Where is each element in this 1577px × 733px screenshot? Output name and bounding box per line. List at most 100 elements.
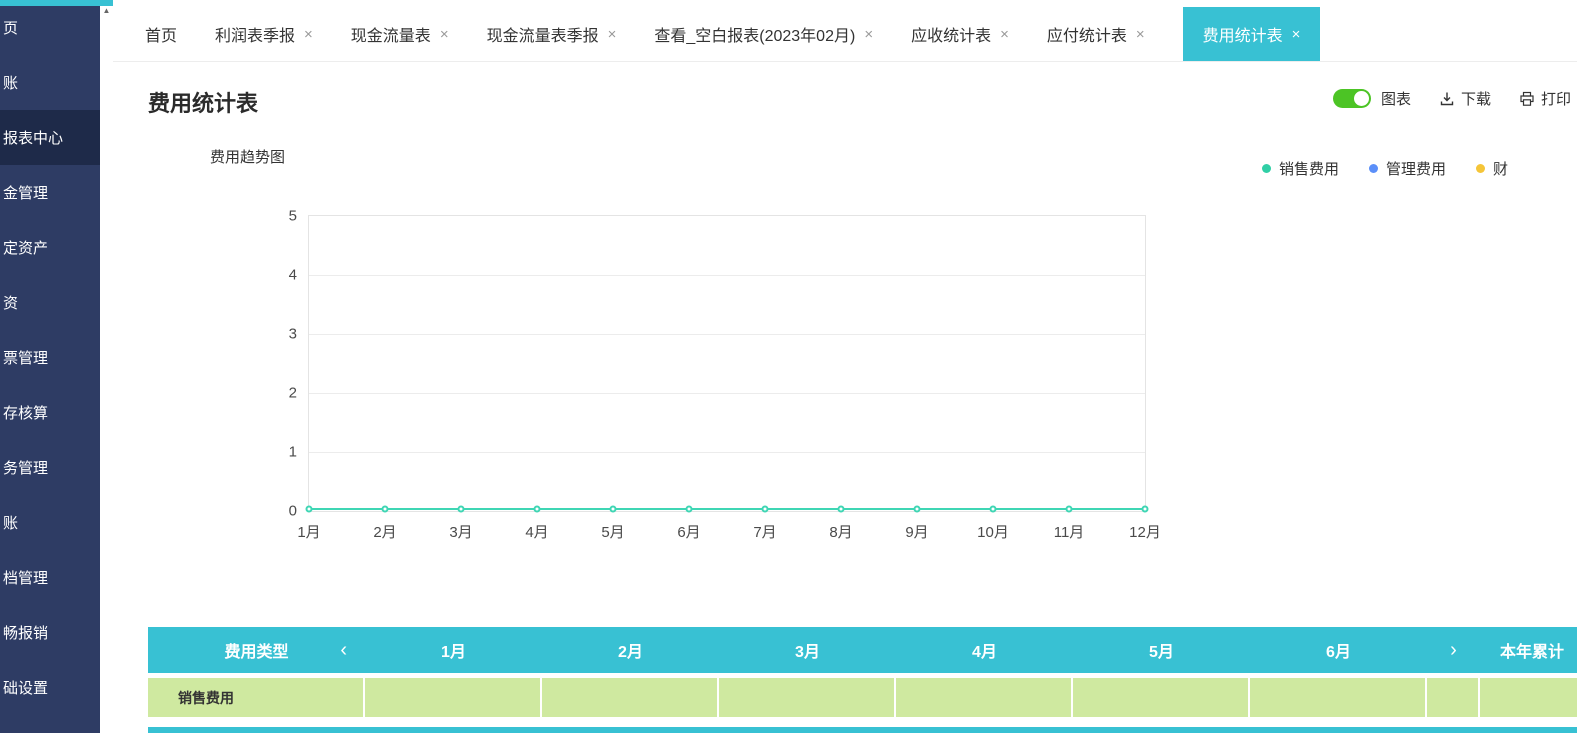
data-point-marker: [305, 505, 313, 513]
close-icon[interactable]: ×: [1291, 25, 1301, 43]
table-cell: [542, 678, 719, 717]
prev-columns-button[interactable]: ‹: [340, 639, 347, 661]
gridline: [309, 334, 1145, 335]
next-columns-button[interactable]: ›: [1450, 639, 1457, 661]
y-axis-label: 4: [288, 266, 297, 284]
legend-dot: [1476, 164, 1486, 173]
plot-area: 5 4 3 2 1 0 1月 2月 3月 4月 5月 6月 7月 8月 9月 10月 11月 12月: [289, 208, 1161, 542]
close-icon[interactable]: ×: [304, 25, 313, 43]
sidebar-item[interactable]: 存核算: [3, 405, 49, 422]
table-cell: [896, 678, 1073, 717]
next-row-peek: [148, 727, 1577, 733]
tab-receivable-stats[interactable]: 应收统计表 ×: [911, 25, 1009, 46]
sidebar-item[interactable]: 账: [3, 515, 19, 532]
gridline: [309, 452, 1145, 453]
data-point-marker: [457, 505, 465, 513]
chart-title: 费用趋势图: [210, 149, 286, 166]
scroll-up-arrow[interactable]: ▲: [102, 6, 111, 15]
data-point-marker: [913, 505, 921, 513]
series-line: [305, 505, 1149, 513]
column-header-month: 1月: [441, 644, 466, 661]
tab-home[interactable]: 首页: [145, 28, 178, 45]
column-header-month: 4月: [972, 644, 997, 661]
x-axis-label: 12月: [1129, 524, 1161, 541]
data-point-marker: [989, 505, 997, 513]
table-row-sales-expense[interactable]: 销售费用: [148, 678, 1577, 717]
download-button[interactable]: 下载: [1439, 88, 1491, 109]
x-axis-label: 9月: [905, 524, 929, 541]
data-point-marker: [837, 505, 845, 513]
data-point-marker: [533, 505, 541, 513]
close-icon[interactable]: ×: [1135, 25, 1145, 43]
tab-expense-stats-active[interactable]: 费用统计表 ×: [1182, 7, 1321, 61]
legend-item-sales-expense[interactable]: 销售费用: [1262, 158, 1339, 179]
sidebar-item[interactable]: 档管理: [3, 570, 49, 587]
y-axis-label: 1: [288, 443, 297, 461]
x-axis-label: 4月: [525, 524, 549, 541]
tab-payable-stats[interactable]: 应付统计表 ×: [1046, 25, 1145, 46]
legend-item-finance-expense[interactable]: 财: [1476, 158, 1508, 179]
column-header-month: 2月: [618, 644, 643, 661]
gridline: [309, 393, 1145, 394]
column-header-expense-type: 费用类型 ‹: [224, 639, 347, 661]
x-axis-label: 1月: [297, 524, 321, 541]
sidebar-item[interactable]: 票管理: [3, 350, 49, 367]
table-cell: [1250, 678, 1427, 717]
toggle-knob: [1353, 91, 1369, 106]
sidebar-item[interactable]: 畅报销: [3, 625, 49, 642]
table-cell: [1073, 678, 1250, 717]
sidebar-item[interactable]: 础设置: [3, 680, 49, 697]
x-axis-label: 7月: [753, 524, 777, 541]
column-header-month: 3月: [795, 644, 820, 661]
tab-cashflow-quarterly[interactable]: 现金流量表季报 ×: [486, 25, 617, 46]
data-point-marker: [381, 505, 389, 513]
legend-dot: [1262, 164, 1271, 173]
chart-toggle-label: 图表: [1380, 91, 1411, 108]
tab-blank-report[interactable]: 查看_空白报表(2023年02月) ×: [654, 25, 874, 46]
legend-dot: [1369, 164, 1379, 173]
legend-item-admin-expense[interactable]: 管理费用: [1369, 158, 1446, 179]
download-icon: [1440, 92, 1454, 105]
sidebar-item-report-center[interactable]: 报表中心: [0, 110, 100, 165]
x-axis-label: 11月: [1053, 524, 1085, 541]
chart-legend: 销售费用 管理费用 财: [1262, 158, 1508, 179]
x-axis-label: 5月: [601, 524, 625, 541]
data-point-marker: [761, 505, 769, 513]
tab-profit-quarterly[interactable]: 利润表季报 ×: [215, 25, 313, 46]
column-header-month: 5月: [1149, 644, 1174, 661]
chart-view-toggle[interactable]: [1332, 89, 1371, 108]
close-icon[interactable]: ×: [1000, 25, 1009, 43]
tab-cashflow[interactable]: 现金流量表 ×: [350, 25, 449, 46]
column-header-ytd: 本年累计: [1500, 644, 1565, 661]
sidebar-item[interactable]: 账: [3, 75, 19, 92]
y-axis-label: 5: [288, 207, 297, 225]
gridline: [309, 275, 1145, 276]
data-point-marker: [609, 505, 617, 513]
table-cell: [1427, 678, 1480, 717]
x-axis-label: 8月: [829, 524, 853, 541]
sidebar-scrollbar[interactable]: ▲: [100, 0, 113, 733]
main-content: 首页 利润表季报 × 现金流量表 × 现金流量表季报 × 查看_空白报表(202…: [113, 0, 1577, 733]
sidebar-item[interactable]: 资: [3, 295, 19, 312]
print-button[interactable]: 打印: [1519, 88, 1571, 109]
sidebar-item[interactable]: 定资产: [3, 240, 49, 257]
x-axis-label: 2月: [373, 524, 397, 541]
close-icon[interactable]: ×: [607, 25, 617, 43]
data-point-marker: [1141, 505, 1149, 513]
close-icon[interactable]: ×: [864, 25, 874, 43]
page-title: 费用统计表: [148, 91, 259, 116]
x-axis-label: 3月: [449, 524, 473, 541]
top-accent-bar: [0, 0, 113, 6]
sidebar-item[interactable]: 页: [3, 20, 19, 37]
x-axis-label: 6月: [677, 524, 701, 541]
table-header: 费用类型 ‹ 1月 2月 3月 4月 5月 6月 › 本年累计: [148, 627, 1577, 673]
data-point-marker: [1065, 505, 1073, 513]
table-cell: [365, 678, 542, 717]
chart-toggle-group: 图表: [1332, 88, 1411, 109]
print-icon: [1520, 91, 1534, 106]
close-icon[interactable]: ×: [439, 25, 449, 43]
sidebar-item[interactable]: 金管理: [3, 185, 49, 202]
sidebar-item[interactable]: 务管理: [3, 460, 49, 477]
table-cell: [1480, 678, 1577, 717]
